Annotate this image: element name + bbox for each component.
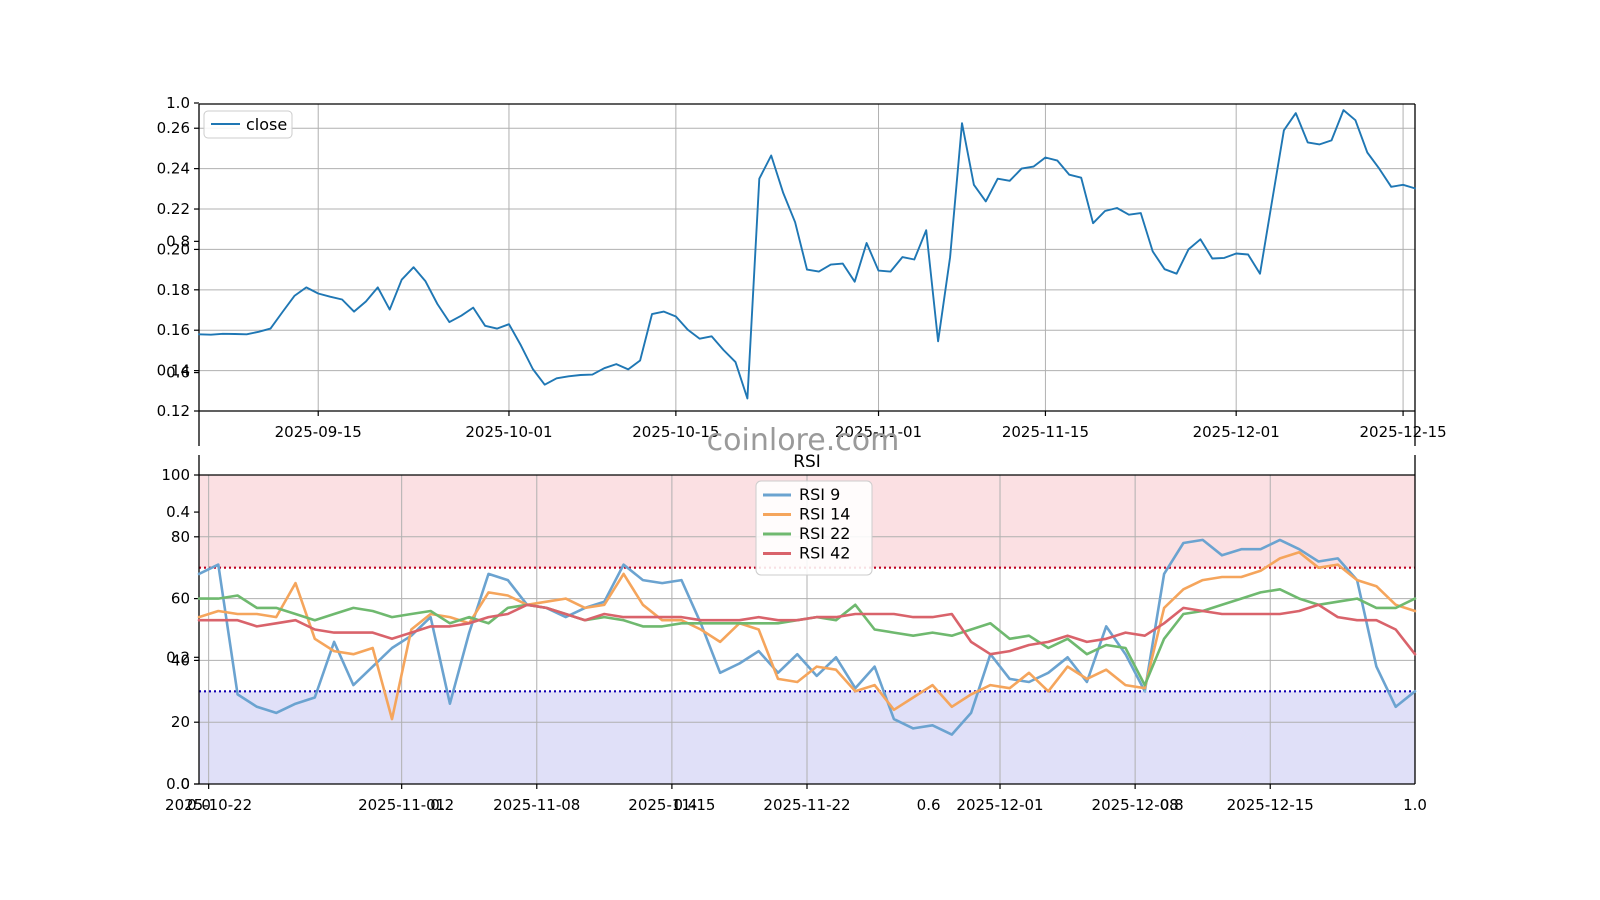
price-ytick-label: 0.18: [157, 281, 190, 299]
rsi-xtick-label: 2025-12-01: [956, 796, 1043, 814]
price-ytick-label: 0.14: [157, 362, 190, 380]
price-ytick-label: 0.20: [157, 240, 190, 258]
price-yaxis-overlay-label: 1.0: [166, 94, 190, 112]
rsi-yaxis-overlay-label: 0.2: [166, 648, 190, 666]
rsi-xaxis-overlay-label: 0.2: [430, 796, 454, 814]
price-xtick-label: 2025-12-01: [1193, 423, 1280, 441]
rsi-series-rsi-9: [197, 538, 1417, 736]
rsi-xtick-label: 2025-11-22: [763, 796, 850, 814]
rsi-xtick-label: 2025-11-01: [358, 796, 445, 814]
rsi-yaxis-overlay-label: 0.4: [166, 503, 190, 521]
rsi-title: RSI: [793, 452, 821, 472]
price-xtick-label: 2025-10-01: [465, 423, 552, 441]
price-xtick-label: 2025-09-15: [275, 423, 362, 441]
rsi-xtick-label: 2025-12-15: [1227, 796, 1314, 814]
price-ytick-label: 0.26: [157, 119, 190, 137]
rsi-xaxis-overlay-label: 0.8: [1160, 796, 1184, 814]
rsi-ytick-label: 100: [161, 466, 190, 484]
price-plot-background: [199, 104, 1415, 411]
price-series-close: [198, 109, 1416, 400]
price-xtick-label: 2025-10-15: [632, 423, 719, 441]
rsi-xtick-label: 2025-11-08: [493, 796, 580, 814]
watermark-text: coinlore.com: [707, 423, 900, 458]
rsi-xaxis-overlay-label: 0.0: [187, 796, 211, 814]
rsi-xaxis-overlay-label: 1.0: [1403, 796, 1427, 814]
price-legend-label-close: close: [246, 115, 287, 134]
rsi-legend-label-rsi-42: RSI 42: [799, 544, 850, 563]
price-xtick-label: 2025-11-15: [1002, 423, 1089, 441]
rsi-xaxis-overlay-label: 0.6: [917, 796, 941, 814]
rsi-xaxis-overlay-label: 0.4: [673, 796, 697, 814]
rsi-ytick-label: 80: [171, 528, 190, 546]
rsi-legend-label-rsi-9: RSI 9: [799, 485, 840, 504]
price-xtick-label: 2025-11-01: [835, 423, 922, 441]
price-ytick-label: 0.16: [157, 321, 190, 339]
price-yaxis-overlay-label: 0.6: [166, 364, 190, 382]
price-ytick-label: 0.24: [157, 160, 190, 178]
rsi-series-rsi-14: [197, 551, 1417, 721]
rsi-legend-box: [755, 480, 873, 576]
rsi-ytick-label: 60: [171, 590, 190, 608]
price-legend-box: [203, 110, 293, 139]
price-ytick-label: 0.12: [157, 402, 190, 420]
rsi-ytick-label: 20: [171, 713, 190, 731]
rsi-ytick-label: 40: [171, 651, 190, 669]
rsi-legend-label-rsi-22: RSI 22: [799, 524, 850, 543]
rsi-legend-label-rsi-14: RSI 14: [799, 505, 850, 524]
price-xtick-label: 2025-12-15: [1359, 423, 1446, 441]
rsi-yaxis-overlay-label: 0.0: [166, 775, 190, 793]
rsi-ytick-label: 0: [180, 775, 190, 793]
rsi-xtick-label: 2025-12-08: [1092, 796, 1179, 814]
price-yaxis-overlay-label: 0.8: [166, 232, 190, 250]
rsi-xtick-label: 2025-10-22: [165, 796, 252, 814]
rsi-series-rsi-42: [197, 603, 1417, 656]
rsi-xtick-label: 2025-11-15: [628, 796, 715, 814]
price-ytick-label: 0.22: [157, 200, 190, 218]
